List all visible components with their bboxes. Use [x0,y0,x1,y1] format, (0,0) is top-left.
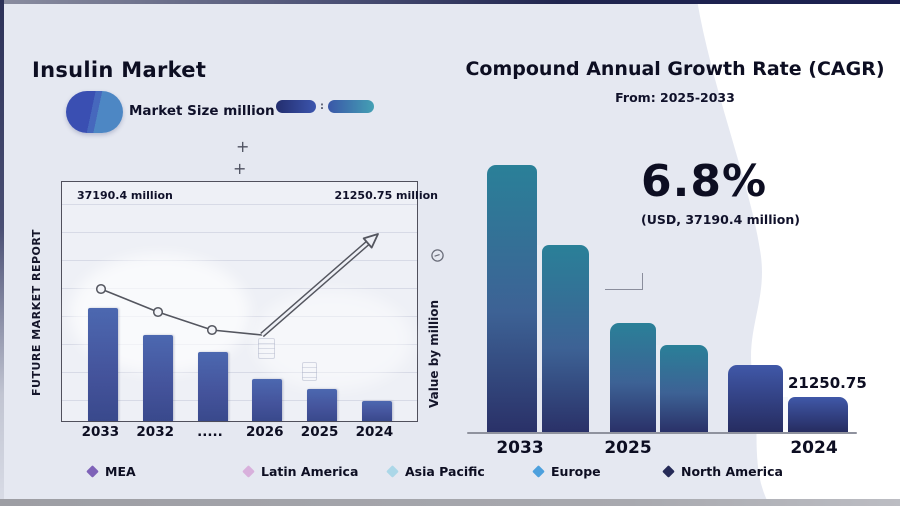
top-edge-bar [0,0,900,4]
mini-pill-dark-icon [276,100,316,113]
diamond-icon [386,465,399,478]
left-bar-2032 [142,335,173,421]
legend-item-latin-america: Latin America [242,464,359,479]
legend-label: Europe [551,464,601,479]
decorative-blob [252,290,412,390]
x-axis-label: 2025 [300,424,339,440]
right-x-axis-label: 2025 [604,438,652,458]
bottom-edge-bar [0,499,900,506]
step-line-decoration [605,273,643,290]
bar-gap-slit [537,245,542,378]
legend-item-asia-pacific: Asia Pacific [386,464,485,479]
left-chart-area [61,181,418,422]
ghost-document-icon [302,362,317,381]
cagr-usd-note: (USD, 37190.4 million) [641,212,800,227]
market-size-label: Market Size million [129,103,275,119]
left-chart-x-axis-labels: 2033 2032..... 2026 2025 2024 [61,424,416,440]
left-bar-2025 [307,389,338,421]
diamond-icon [662,465,675,478]
clock-icon [431,249,444,262]
watermark-vertical-text: FUTURE MARKET REPORT [30,229,43,397]
value-axis-label: Value by million [427,299,441,409]
page-title: Insulin Market [32,58,207,82]
left-trend-svg [95,233,379,338]
ghost-document-icon [258,338,275,359]
cagr-subtitle: From: 2025-2033 [615,90,735,105]
legend-item-europe: Europe [532,464,601,479]
bar-gap-slit [783,397,788,430]
right-x-axis-label: 2024 [790,438,838,458]
x-axis-label: ..... [197,424,223,440]
left-chart-end-value: 21250.75 million [334,189,438,202]
left-bar-2026 [252,379,283,421]
right-bar-2025-a [610,323,656,432]
right-bar-2033-b [542,245,589,432]
x-axis-label: 2024 [355,424,394,440]
left-bar-2024 [362,401,392,421]
diamond-icon [532,465,545,478]
cagr-percentage: 6.8% [641,156,768,207]
left-bar-..... [197,352,228,421]
legend-label: Asia Pacific [405,464,485,479]
x-axis-label: 2033 [81,424,120,440]
x-axis-label: 2032 [136,424,174,440]
plus-mark: + [233,159,247,178]
diamond-icon [242,465,255,478]
legend-label: MEA [105,464,136,479]
right-x-axis-label: 2033 [496,438,544,458]
right-bar-2033-a [487,165,537,432]
legend-label: North America [681,464,783,479]
bar-gap-slit [656,345,660,395]
cagr-title: Compound Annual Growth Rate (CAGR) [465,58,885,80]
right-chart-area: 2033 2025 2024 [467,160,857,458]
mini-pills-group: : [276,100,374,113]
legend-item-north-america: North America [662,464,783,479]
pill-separator: : [320,101,324,112]
left-edge-bar [0,0,4,506]
diamond-icon [86,465,99,478]
legend-item-mea: MEA [86,464,136,479]
left-bar-2033 [88,308,118,421]
mini-pill-teal-icon [328,100,374,113]
x-axis-line [467,432,857,434]
right-bar-2025-b [660,345,708,432]
x-axis-label: 2026 [246,424,284,440]
right-bar-2024-a [728,365,783,432]
plus-mark: + [236,137,250,156]
value-callout-2024: 21250.75 [788,374,867,392]
left-chart-max-value: 37190.4 million [77,189,173,202]
legend-label: Latin America [261,464,359,479]
right-bar-2024-b [788,397,848,432]
pill-capsule-icon [66,91,123,133]
